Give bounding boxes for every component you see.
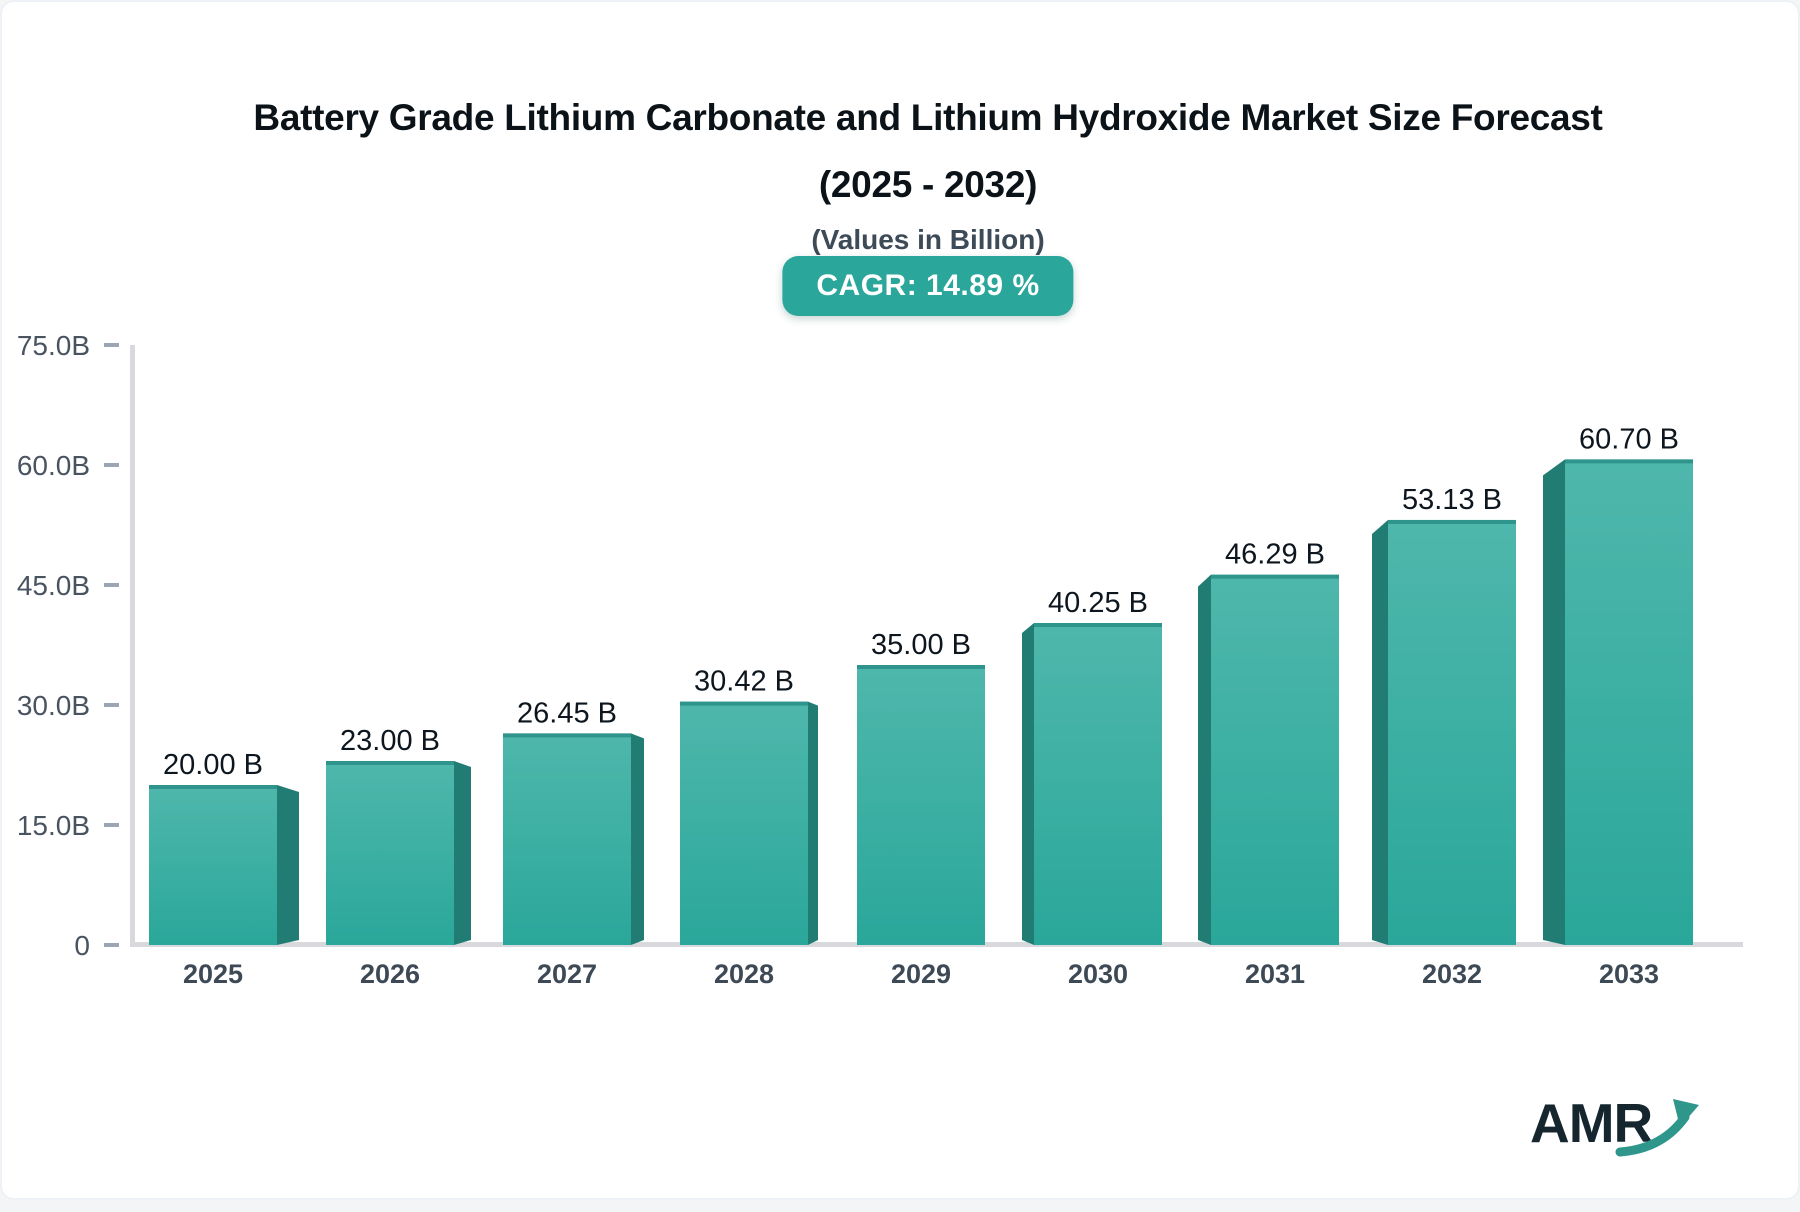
bar-value-label: 46.29 B [1225,539,1325,571]
y-axis-label: 75.0B [17,330,90,361]
y-axis-label: 30.0B [17,690,90,721]
bar-top-edge [326,761,454,765]
bar-face [857,665,985,945]
bar-side-panel [1198,574,1211,945]
cagr-badge: CAGR: 14.89 % [782,256,1074,316]
y-axis-tick [104,343,119,347]
chart-title-line-1: Battery Grade Lithium Carbonate and Lith… [253,97,1603,138]
bar-top-edge [1211,574,1339,579]
chart-subtitle: (Values in Billion) [811,224,1045,255]
bar-face [326,761,454,945]
bar-face [1388,519,1516,945]
y-axis-tick [104,463,119,467]
trend-up-arrow-head-icon [1673,1099,1699,1127]
bar-value-label: 20.00 B [163,749,263,781]
y-axis-tick [104,943,119,947]
bar-face [1034,623,1162,945]
bar-side-panel [1372,519,1388,945]
x-axis-label: 2026 [360,959,420,989]
bar-group-2029 [857,665,985,945]
bar-face [149,785,277,945]
bar-side-panel [454,761,471,945]
bar-value-label: 23.00 B [340,725,440,757]
bar-value-label: 60.70 B [1579,423,1679,455]
amr-logo: AMR [1530,1092,1699,1157]
y-axis-label: 45.0B [17,570,90,601]
bar-top-edge [503,733,631,738]
bar-group-2026 [326,761,471,945]
bar-value-label: 40.25 B [1048,587,1148,619]
bar-face [1565,459,1693,945]
bar-top-edge [1565,459,1693,464]
bar-top-edge [149,785,277,789]
bar-value-label: 26.45 B [517,697,617,729]
bar-side-panel [277,785,299,945]
bar-group-2027 [503,733,644,945]
bar-face [680,701,808,945]
amr-logo-text: AMR [1530,1092,1653,1154]
bar-side-panel [808,701,818,945]
bar-group-2033 [1543,459,1693,945]
bar-group-2030 [1022,623,1162,945]
x-axis-label: 2030 [1068,959,1128,989]
bar-group-2028 [680,701,818,945]
y-axis-tick [104,823,119,827]
y-axis-label: 0 [74,930,90,961]
x-axis-label: 2033 [1599,959,1659,989]
x-axis-label: 2028 [714,959,774,989]
x-axis-label: 2027 [537,959,597,989]
bar-value-label: 30.42 B [694,666,794,698]
y-axis-tick [104,583,119,587]
bar-side-panel [1543,459,1565,945]
x-axis-label: 2031 [1245,959,1305,989]
chart-title-line-2: (2025 - 2032) [818,164,1038,205]
bar-face [503,733,631,945]
bar-value-label: 35.00 B [871,629,971,661]
bar-top-edge [1034,623,1162,627]
y-axis-line [130,345,135,945]
bar-side-panel [1022,623,1034,945]
bar-group-2025 [149,785,299,945]
bar-group-2031 [1198,574,1339,945]
bar-face [1211,574,1339,945]
x-axis-label: 2029 [891,959,951,989]
bar-top-edge [1388,519,1516,524]
x-axis-label: 2025 [183,959,243,989]
y-axis-tick [104,703,119,707]
bar-group-2032 [1372,519,1516,945]
y-axis-label: 15.0B [17,810,90,841]
y-axis-label: 60.0B [17,450,90,481]
bar-value-label: 53.13 B [1402,484,1502,516]
bar-side-panel [631,733,644,945]
bar-top-edge [857,665,985,669]
x-axis-label: 2032 [1422,959,1482,989]
bar-top-edge [680,701,808,706]
